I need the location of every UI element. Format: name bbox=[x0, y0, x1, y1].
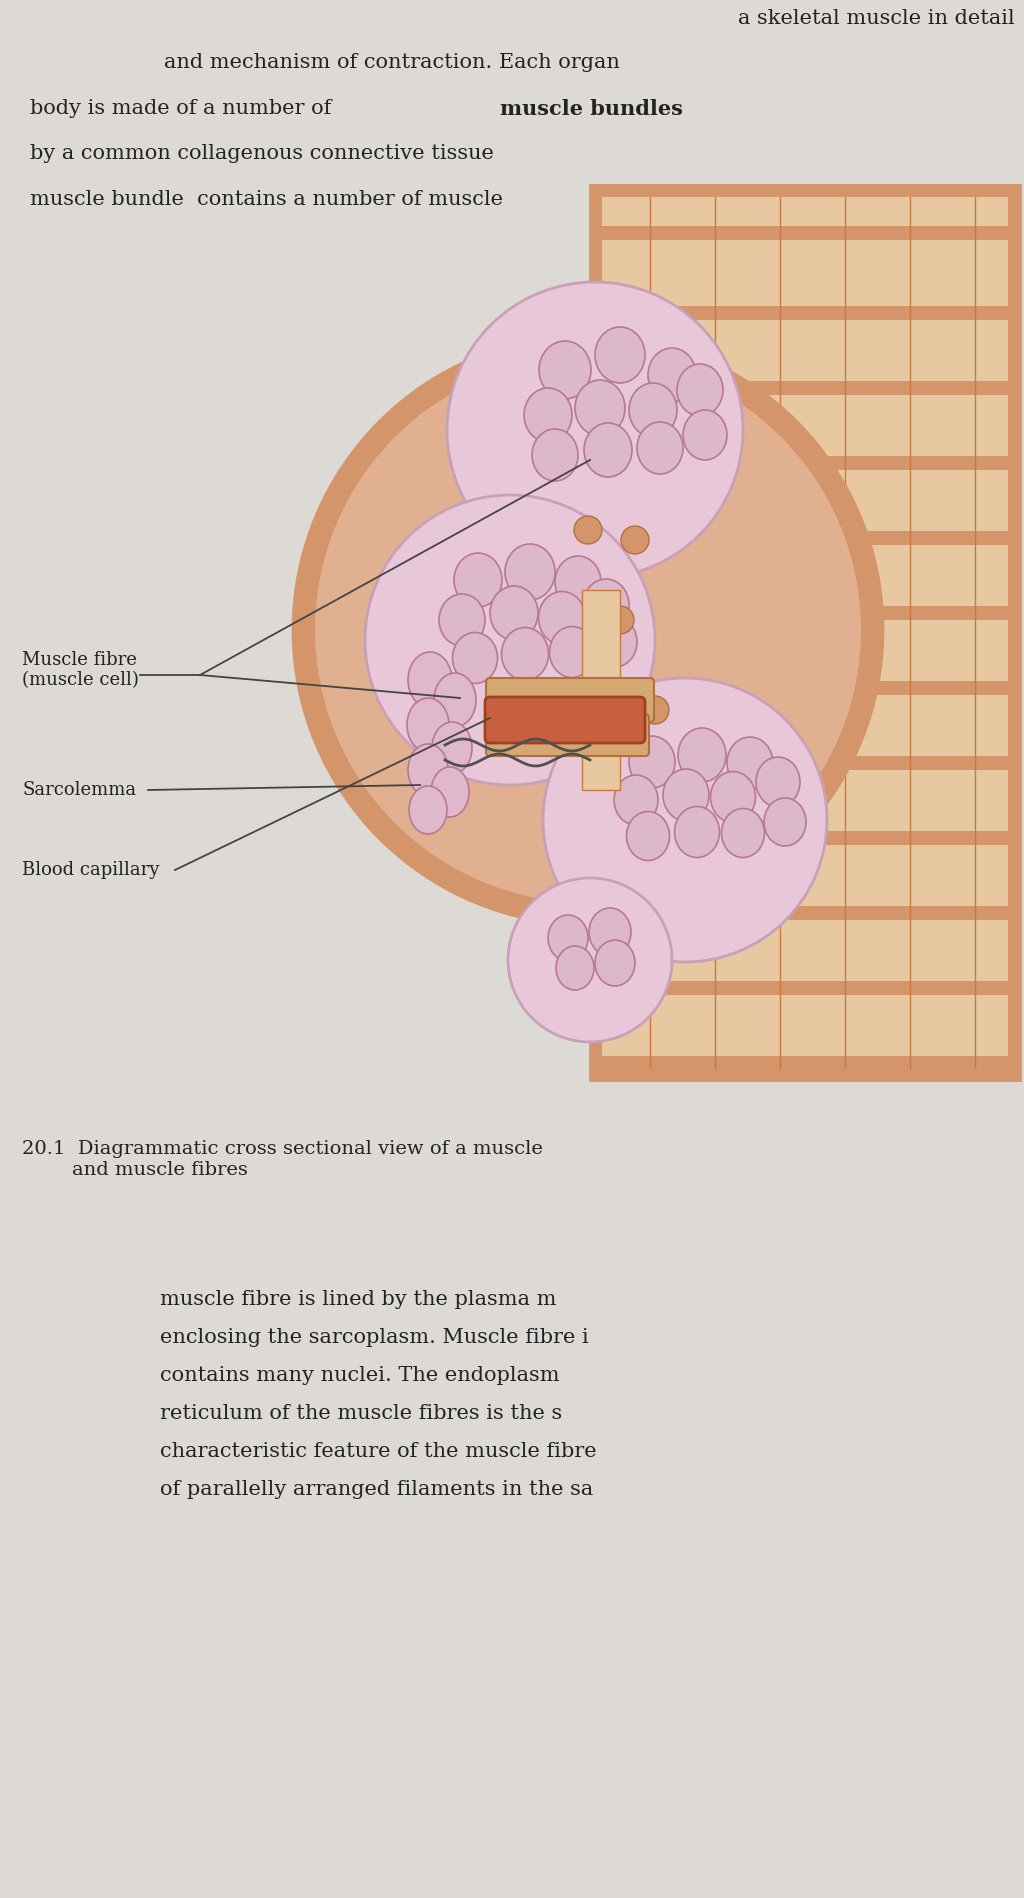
Circle shape bbox=[574, 516, 602, 545]
Ellipse shape bbox=[555, 556, 601, 607]
Text: Sarcolemma: Sarcolemma bbox=[22, 780, 136, 799]
Text: contains many nuclei. The endoplasm: contains many nuclei. The endoplasm bbox=[160, 1367, 560, 1386]
Ellipse shape bbox=[575, 380, 625, 437]
Ellipse shape bbox=[556, 945, 594, 991]
Bar bbox=[595, 905, 1015, 921]
Text: Blood capillary: Blood capillary bbox=[22, 862, 160, 879]
Ellipse shape bbox=[453, 632, 498, 683]
Ellipse shape bbox=[408, 653, 452, 708]
Circle shape bbox=[606, 605, 634, 634]
Bar bbox=[595, 755, 1015, 771]
Text: muscle bundle  contains a number of muscle: muscle bundle contains a number of muscl… bbox=[30, 190, 503, 209]
Bar bbox=[582, 590, 620, 790]
Ellipse shape bbox=[595, 326, 645, 383]
Ellipse shape bbox=[408, 744, 449, 795]
Circle shape bbox=[365, 495, 655, 786]
Ellipse shape bbox=[505, 545, 555, 600]
Circle shape bbox=[508, 879, 672, 1042]
Ellipse shape bbox=[683, 410, 727, 459]
Ellipse shape bbox=[663, 769, 709, 822]
Bar bbox=[590, 184, 1020, 1080]
Ellipse shape bbox=[678, 729, 726, 782]
Circle shape bbox=[293, 336, 883, 924]
Ellipse shape bbox=[432, 721, 472, 774]
Text: of parallelly arranged filaments in the sa: of parallelly arranged filaments in the … bbox=[160, 1480, 593, 1499]
Ellipse shape bbox=[614, 774, 658, 826]
Ellipse shape bbox=[595, 940, 635, 985]
Bar bbox=[595, 605, 1015, 621]
Ellipse shape bbox=[593, 617, 637, 666]
Ellipse shape bbox=[584, 423, 632, 476]
Text: muscle fibre is lined by the plasma m: muscle fibre is lined by the plasma m bbox=[160, 1291, 556, 1310]
Ellipse shape bbox=[532, 429, 578, 480]
Ellipse shape bbox=[627, 812, 670, 860]
Ellipse shape bbox=[550, 626, 595, 678]
FancyBboxPatch shape bbox=[486, 678, 654, 721]
Ellipse shape bbox=[439, 594, 485, 645]
Bar bbox=[595, 381, 1015, 395]
Ellipse shape bbox=[711, 771, 756, 822]
Ellipse shape bbox=[539, 342, 591, 399]
Text: characteristic feature of the muscle fibre: characteristic feature of the muscle fib… bbox=[160, 1442, 597, 1461]
Text: by a common collagenous connective tissue: by a common collagenous connective tissu… bbox=[30, 144, 494, 163]
Ellipse shape bbox=[756, 757, 800, 807]
Bar bbox=[595, 456, 1015, 471]
Text: 20.1  Diagrammatic cross sectional view of a muscle
        and muscle fibres: 20.1 Diagrammatic cross sectional view o… bbox=[22, 1141, 543, 1179]
Ellipse shape bbox=[629, 383, 677, 437]
Bar bbox=[602, 197, 1008, 1069]
Ellipse shape bbox=[764, 797, 806, 847]
Ellipse shape bbox=[648, 347, 696, 402]
Circle shape bbox=[641, 697, 669, 723]
Ellipse shape bbox=[490, 586, 538, 640]
Ellipse shape bbox=[677, 364, 723, 416]
Ellipse shape bbox=[434, 674, 476, 727]
Ellipse shape bbox=[637, 421, 683, 474]
Text: a skeletal muscle in detail: a skeletal muscle in detail bbox=[738, 9, 1015, 28]
Text: and mechanism of contraction. Each organ: and mechanism of contraction. Each organ bbox=[164, 53, 620, 72]
Bar bbox=[595, 681, 1015, 695]
Circle shape bbox=[315, 357, 861, 903]
Text: muscle bundles: muscle bundles bbox=[500, 99, 683, 120]
Ellipse shape bbox=[548, 915, 588, 960]
Ellipse shape bbox=[727, 736, 773, 790]
Circle shape bbox=[447, 283, 743, 579]
Text: enclosing the sarcoplasm. Muscle fibre i: enclosing the sarcoplasm. Muscle fibre i bbox=[160, 1329, 589, 1348]
Circle shape bbox=[543, 678, 827, 962]
Ellipse shape bbox=[589, 907, 631, 957]
Ellipse shape bbox=[722, 809, 765, 858]
Ellipse shape bbox=[409, 786, 447, 833]
Ellipse shape bbox=[454, 552, 502, 607]
FancyBboxPatch shape bbox=[486, 714, 649, 755]
Bar bbox=[595, 306, 1015, 321]
Ellipse shape bbox=[502, 628, 549, 681]
Ellipse shape bbox=[675, 807, 720, 858]
Ellipse shape bbox=[629, 736, 675, 788]
Text: body is made of a number of: body is made of a number of bbox=[30, 99, 338, 118]
Ellipse shape bbox=[539, 592, 586, 645]
Ellipse shape bbox=[407, 698, 449, 752]
Bar bbox=[595, 226, 1015, 239]
Bar bbox=[595, 981, 1015, 995]
Bar bbox=[595, 831, 1015, 845]
Circle shape bbox=[621, 526, 649, 554]
Text: reticulum of the muscle fibres is the s: reticulum of the muscle fibres is the s bbox=[160, 1405, 562, 1424]
Text: Muscle fibre
(muscle cell): Muscle fibre (muscle cell) bbox=[22, 651, 139, 689]
Circle shape bbox=[566, 727, 594, 754]
Ellipse shape bbox=[431, 767, 469, 816]
Ellipse shape bbox=[583, 579, 629, 630]
Ellipse shape bbox=[524, 387, 572, 442]
Bar bbox=[595, 531, 1015, 545]
Bar bbox=[595, 1055, 1015, 1070]
FancyBboxPatch shape bbox=[485, 697, 645, 742]
